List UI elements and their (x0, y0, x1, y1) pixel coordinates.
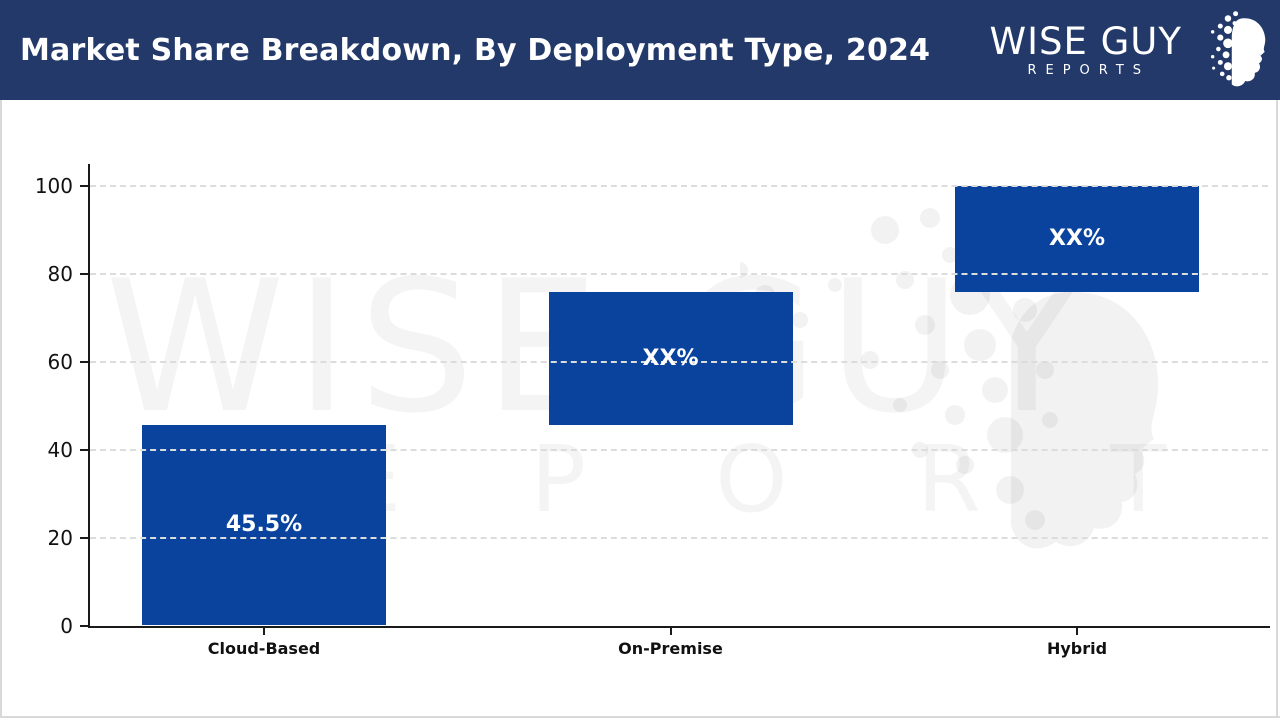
logo-subtitle: REPORTS (1027, 63, 1151, 78)
page-border-left (0, 100, 2, 718)
page-border-bottom (0, 716, 1280, 718)
x-tick (1076, 628, 1078, 635)
x-category-label: On-Premise (618, 639, 723, 658)
y-tick-label: 60 (47, 349, 73, 374)
gridline-100 (90, 184, 1268, 187)
logo-text: WISE GUY REPORTS (989, 20, 1182, 79)
bar-value-label: XX% (642, 345, 699, 371)
y-tick-label: 40 (47, 437, 73, 462)
bar-value-label: XX% (1049, 225, 1105, 251)
gridline-20 (90, 536, 1268, 539)
x-tick (263, 628, 265, 635)
y-tick (80, 624, 88, 627)
y-tick (80, 536, 88, 539)
y-axis-line (88, 164, 90, 628)
bar-value-label: 45.5% (225, 512, 303, 538)
y-tick (80, 272, 88, 275)
y-tick-label: 0 (60, 613, 73, 638)
dotted-head-icon (1210, 11, 1266, 87)
bar-on-premise (548, 291, 793, 426)
y-tick-label: 80 (47, 261, 73, 286)
bar-cloud-based (142, 425, 386, 626)
gridline-60 (90, 360, 1268, 363)
y-tick (80, 448, 88, 451)
x-category-label: Cloud-Based (207, 639, 321, 658)
y-tick (80, 184, 88, 187)
y-tick-label: 20 (47, 525, 73, 550)
y-tick (80, 360, 88, 363)
y-tick-label: 100 (34, 173, 73, 198)
page-border-right (1276, 100, 1278, 718)
header-bar: Market Share Breakdown, By Deployment Ty… (0, 0, 1280, 100)
x-category-label: Hybrid (1046, 639, 1108, 658)
gridline-40 (90, 448, 1268, 451)
x-axis-line (88, 626, 1270, 628)
gridline-80 (90, 272, 1268, 275)
wise-guy-reports-logo: WISE GUY REPORTS (990, 6, 1280, 94)
x-tick (669, 628, 672, 635)
page-title: Market Share Breakdown, By Deployment Ty… (20, 32, 931, 68)
logo-wordmark: WISE GUY (989, 20, 1182, 63)
